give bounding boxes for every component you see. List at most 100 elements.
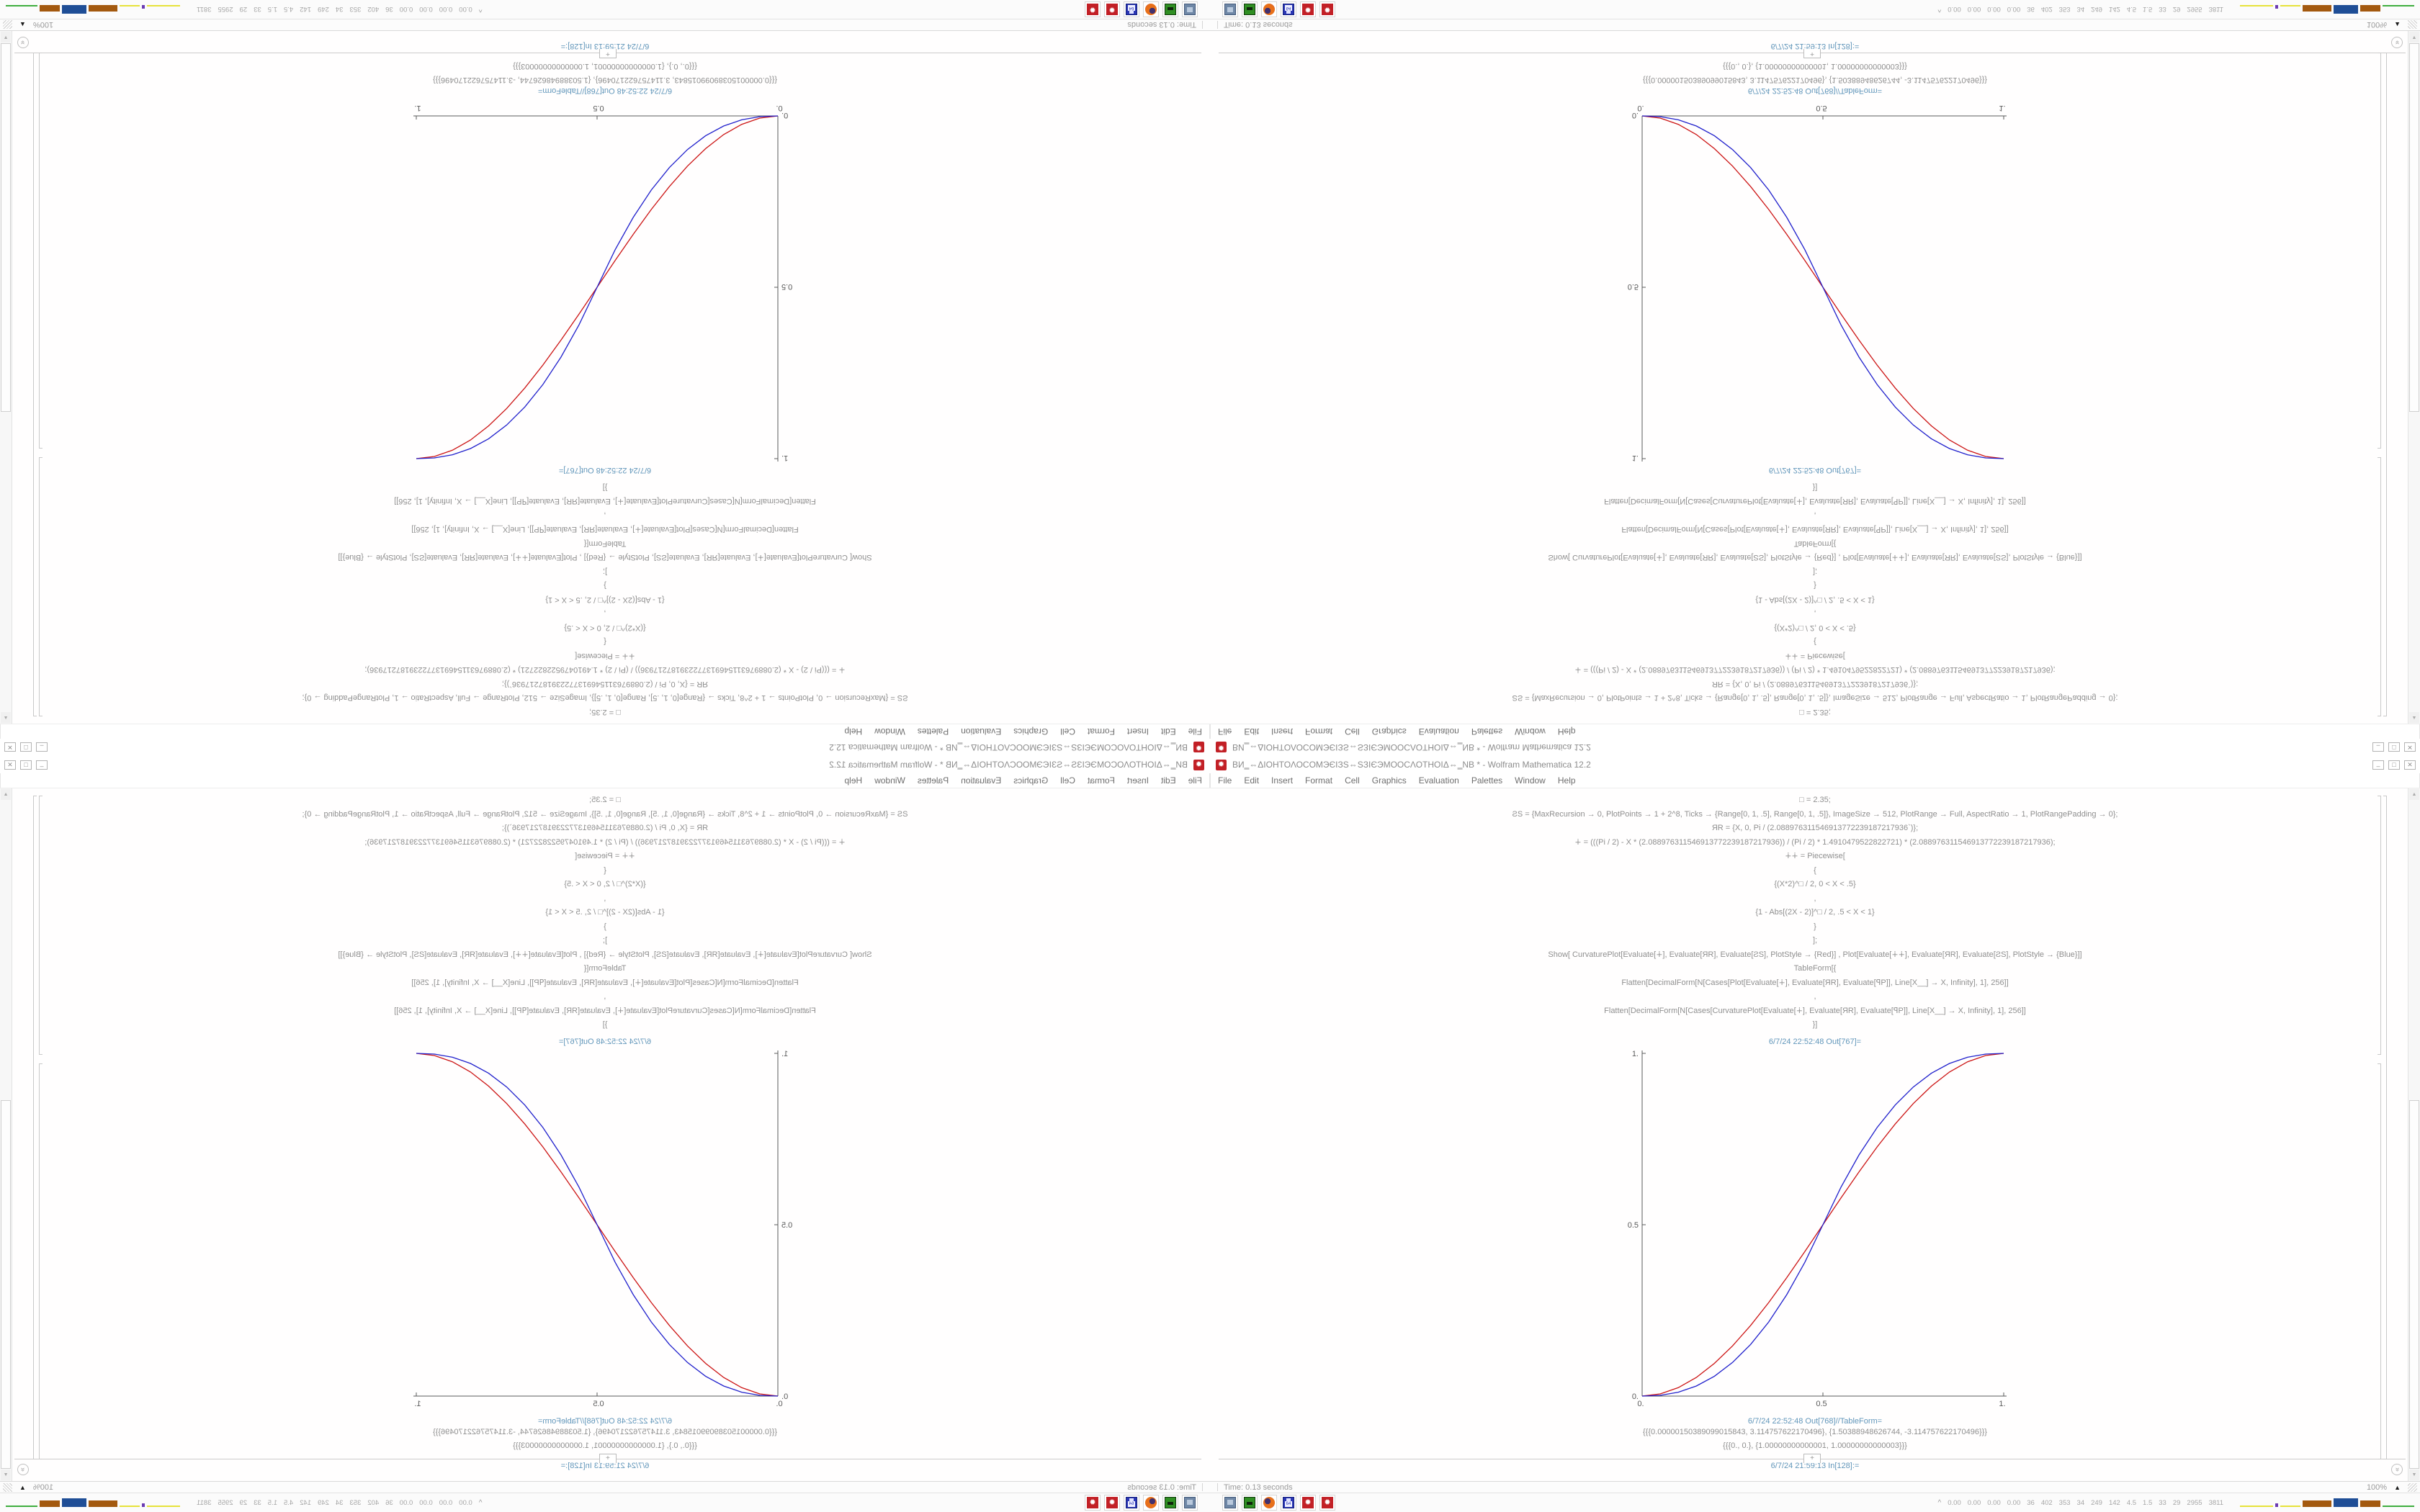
taskbar-item-firefox[interactable] [1261,1,1277,17]
menu-item[interactable]: Help [844,775,863,786]
code-line[interactable]: □ = 2.35; [589,708,621,716]
resize-grip[interactable] [2408,1482,2417,1492]
cell-insertion-bar[interactable]: + [1219,49,2406,59]
menu-item[interactable]: Window [874,726,905,737]
notebook-area[interactable]: □ = 2.35; ƧS = {MaxRecursion → 0, PlotPoi… [1210,31,2420,724]
tray-expand-icon[interactable]: ^ [1937,5,1942,14]
code-line[interactable]: ƧS = {MaxRecursion → 0, PlotPoints → 1 +… [302,809,908,819]
scroll-down-icon[interactable]: ▼ [1,1470,11,1480]
code-line[interactable]: ∔∔ = Piecewise[ [575,852,635,860]
vertical-scrollbar[interactable]: ▲ ▼ [0,788,12,1481]
cell-bracket-group[interactable] [33,53,37,716]
taskbar-item-green-device[interactable] [1242,1,1258,17]
menu-item[interactable]: Evaluation [961,726,1002,737]
code-line[interactable]: , [604,894,606,903]
resize-grip[interactable] [3,20,12,30]
code-line[interactable]: ЯR = {X, 0, Pi / (2.08897631154691377223… [501,824,709,832]
scroll-down-icon[interactable]: ▼ [1,32,11,42]
code-line[interactable]: , [604,511,606,520]
notebook-area[interactable]: □ = 2.35; ƧS = {MaxRecursion → 0, PlotPoi… [0,31,1210,724]
code-line[interactable]: TableForm[{ [1793,539,1837,548]
menu-item[interactable]: Palettes [1471,726,1503,737]
code-line[interactable]: {(X*2)^□ / 2, 0 < X < .5} [564,880,646,888]
menu-item[interactable]: Graphics [1013,726,1049,737]
taskbar-item-green-device[interactable] [1162,1,1178,17]
cell-bracket-output[interactable] [2378,1063,2381,1459]
menu-item[interactable]: Graphics [1371,775,1407,786]
menu-item[interactable]: Window [1515,726,1546,737]
taskbar-item-firefox[interactable] [1143,1,1159,17]
menu-item[interactable]: Insert [1271,775,1294,786]
zoom-level[interactable]: 100% [32,1482,54,1492]
code-line[interactable]: , [1814,609,1816,618]
code-line[interactable]: Show[ CurvaturePlot[Evaluate[∔], Evaluat… [1548,553,2082,562]
taskbar-item-system-monitor[interactable] [1222,1495,1238,1511]
taskbar-item-mathematica[interactable]: ✹ [1104,1495,1120,1511]
scroll-up-icon[interactable]: ▲ [2409,712,2419,723]
menu-item[interactable]: Format [1087,726,1115,737]
code-line[interactable]: }] [1812,1020,1818,1029]
menu-item[interactable]: Help [844,726,863,737]
code-line[interactable]: ∔∔ = Piecewise[ [575,652,635,660]
taskbar-item-green-device[interactable] [1242,1495,1258,1511]
menu-item[interactable]: File [1218,775,1232,786]
scroll-up-icon[interactable]: ▲ [1,712,11,723]
code-line[interactable]: Show[ CurvaturePlot[Evaluate[∔], Evaluat… [1548,950,2082,959]
resize-grip[interactable] [2408,20,2417,30]
menu-item[interactable]: Cell [1345,726,1360,737]
menu-item[interactable]: Edit [1160,726,1176,737]
cell-insertion-bar[interactable]: + [14,49,1201,59]
menu-item[interactable]: Palettes [917,775,949,786]
zoom-triangle-icon[interactable]: ▲ [19,1483,26,1491]
menu-item[interactable]: Evaluation [1418,726,1459,737]
code-line[interactable]: Flatten[DecimalForm[N[Cases[Plot[Evaluat… [1621,978,2009,987]
window-titlebar[interactable]: ✹ ВИ‗⇔ΔΙΟΗΤΟΛΟCOMЭЄІЗЅ⇔ЅЗІЄЭMOOCΛΟΤΗΟΙΔ⇔… [1210,756,2420,773]
code-line[interactable]: ]; [1812,567,1818,576]
insert-cell-plus-icon[interactable]: + [599,49,617,59]
menu-item[interactable]: Edit [1160,775,1176,786]
code-line[interactable]: ЯR = {X, 0, Pi / (2.08897631154691377223… [501,680,709,688]
scroll-down-icon[interactable]: ▼ [2409,1470,2419,1480]
taskbar-item-floppy64[interactable] [1124,1495,1139,1511]
close-button[interactable]: ✕ [2404,742,2416,752]
code-line[interactable]: {1 - Abs[(2X - 2)]^□ / 2, .5 < X < 1} [545,908,665,917]
code-line[interactable]: TableForm[{ [1793,964,1837,973]
code-line[interactable]: Flatten[DecimalForm[N[Cases[Plot[Evaluat… [1621,525,2009,534]
tray-expand-icon[interactable]: ^ [478,1498,483,1507]
code-line[interactable]: } [604,581,606,590]
menu-item[interactable]: Insert [1271,726,1294,737]
menu-item[interactable]: Evaluation [961,775,1002,786]
taskbar-item-mathematica-2[interactable]: ✹ [1319,1495,1335,1511]
insert-cell-plus-icon[interactable]: + [1803,49,1821,59]
menu-item[interactable]: Edit [1244,726,1260,737]
menu-item[interactable]: Help [1557,726,1576,737]
chevron-down-icon[interactable]: » [2391,1464,2403,1475]
code-line[interactable]: {1 - Abs[(2X - 2)]^□ / 2, .5 < X < 1} [1755,595,1875,604]
code-line[interactable]: ∔ = (((Pi / 2) - X * (2.0889763115469137… [364,837,846,847]
zoom-level[interactable]: 100% [32,20,54,30]
code-line[interactable]: }] [602,483,608,492]
menu-item[interactable]: Cell [1060,726,1075,737]
menu-item[interactable]: Palettes [1471,775,1503,786]
code-line[interactable]: , [1814,511,1816,520]
code-line[interactable]: ƧS = {MaxRecursion → 0, PlotPoints → 1 +… [1512,693,2118,703]
menu-item[interactable]: Window [1515,775,1546,786]
cell-bracket-group[interactable] [2383,796,2387,1459]
menu-item[interactable]: Format [1305,775,1333,786]
zoom-triangle-icon[interactable]: ▲ [19,21,26,29]
code-line[interactable]: ]; [602,567,608,576]
insert-cell-plus-icon[interactable]: + [1803,1453,1821,1463]
menu-item[interactable]: Insert [1126,726,1149,737]
scroll-down-icon[interactable]: ▼ [2409,32,2419,42]
menu-item[interactable]: File [1188,775,1202,786]
taskbar-item-firefox[interactable] [1143,1495,1159,1511]
code-line[interactable]: TableForm[{ [583,539,627,548]
minimize-button[interactable]: – [2372,742,2384,752]
taskbar-item-mathematica[interactable]: ✹ [1104,1,1120,17]
insert-cell-plus-icon[interactable]: + [599,1453,617,1463]
taskbar-item-mathematica[interactable]: ✹ [1300,1495,1316,1511]
menu-item[interactable]: Evaluation [1418,775,1459,786]
taskbar-item-firefox[interactable] [1261,1495,1277,1511]
taskbar-item-mathematica[interactable]: ✹ [1300,1,1316,17]
taskbar-item-floppy64[interactable] [1281,1,1296,17]
